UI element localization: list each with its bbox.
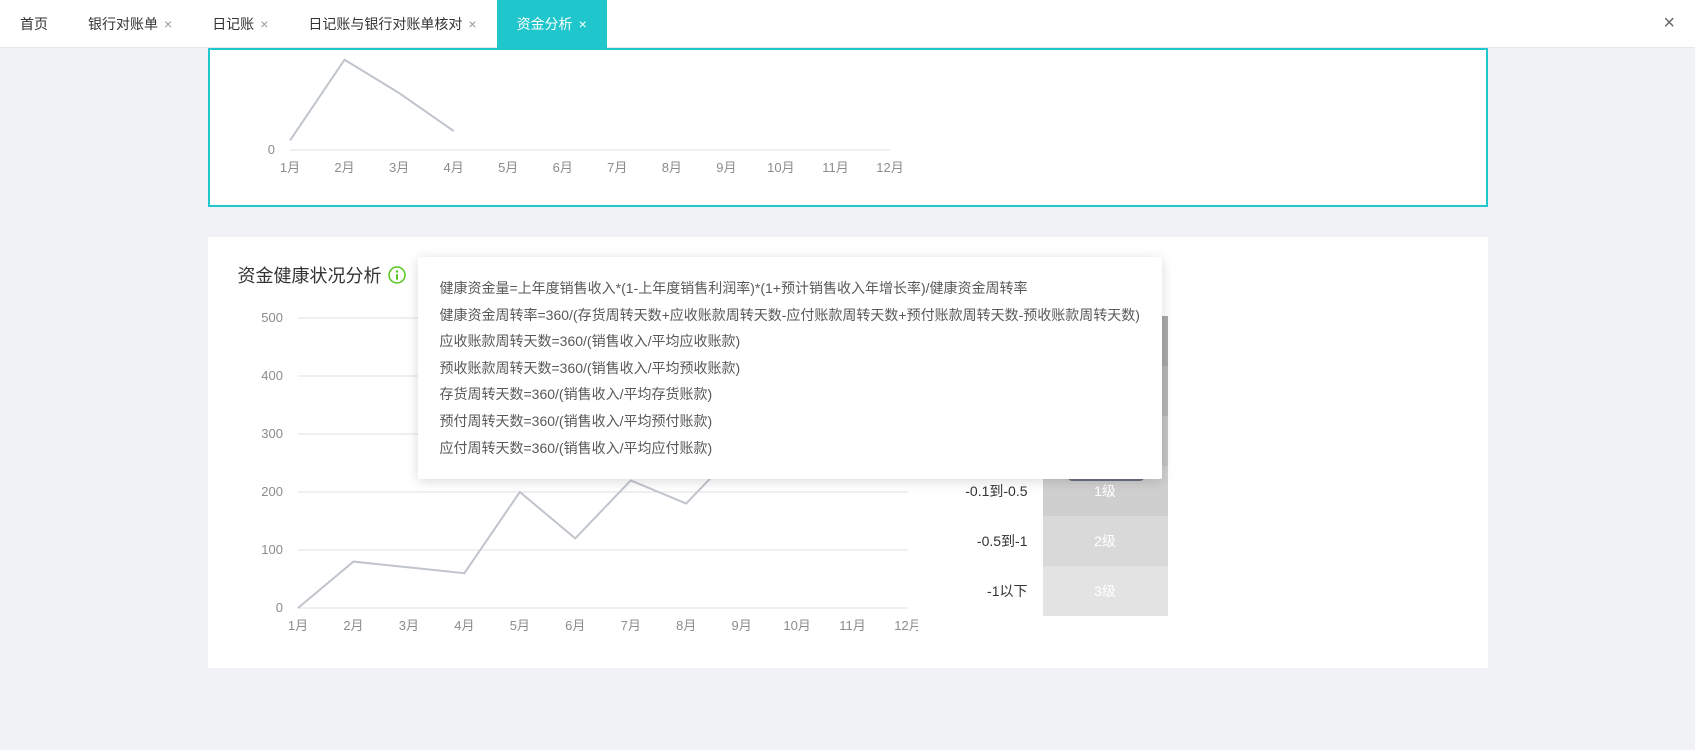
svg-text:4月: 4月 xyxy=(454,618,474,633)
svg-text:10月: 10月 xyxy=(783,618,810,633)
svg-text:200: 200 xyxy=(261,484,283,499)
svg-text:300: 300 xyxy=(261,426,283,441)
info-icon[interactable] xyxy=(388,266,406,284)
tab-close-icon[interactable]: × xyxy=(579,16,587,32)
tab-label: 首页 xyxy=(20,14,48,34)
svg-text:500: 500 xyxy=(261,310,283,325)
top-chart-panel: 0 1月 2月 3月 4月 5月 6月 7月 8月 9月 10月 11月 12月 xyxy=(208,48,1488,207)
tab-label: 日记账 xyxy=(212,14,254,34)
svg-text:2月: 2月 xyxy=(343,618,363,633)
svg-text:7月: 7月 xyxy=(620,618,640,633)
tab-close-icon[interactable]: × xyxy=(468,16,476,32)
svg-text:3月: 3月 xyxy=(388,160,408,175)
tab-close-icon[interactable]: × xyxy=(260,16,268,32)
svg-text:7月: 7月 xyxy=(607,160,627,175)
tab-日记账[interactable]: 日记账 × xyxy=(192,0,288,48)
tab-label: 资金分析 xyxy=(517,14,573,34)
svg-text:3月: 3月 xyxy=(398,618,418,633)
scale-range-label: -1以下 xyxy=(948,581,1043,601)
svg-text:0: 0 xyxy=(275,600,282,615)
scale-level-block: 3级 xyxy=(1043,566,1168,616)
svg-text:8月: 8月 xyxy=(661,160,681,175)
top-line-chart: 0 1月 2月 3月 4月 5月 6月 7月 8月 9月 10月 11月 12月 xyxy=(230,50,910,185)
tooltip-line: 应收账款周转天数=360/(销售收入/平均应收账款) xyxy=(440,328,1140,355)
svg-text:0: 0 xyxy=(267,142,274,157)
tab-bar: 首页 银行对账单 × 日记账 × 日记账与银行对账单核对 × 资金分析 × × xyxy=(0,0,1695,48)
tooltip-line: 预付周转天数=360/(销售收入/平均预付账款) xyxy=(440,408,1140,435)
svg-text:6月: 6月 xyxy=(552,160,572,175)
scale-level-block: 2级 xyxy=(1043,516,1168,566)
tab-label: 日记账与银行对账单核对 xyxy=(308,14,462,34)
section-title: 资金健康状况分析 xyxy=(238,262,382,288)
svg-text:5月: 5月 xyxy=(498,160,518,175)
content-area: 0 1月 2月 3月 4月 5月 6月 7月 8月 9月 10月 11月 12月 资金健康状况分析 健康… xyxy=(0,48,1695,668)
svg-text:11月: 11月 xyxy=(822,160,849,175)
formula-tooltip: 健康资金量=上年度销售收入*(1-上年度销售利润率)*(1+预计销售收入年增长率… xyxy=(418,257,1162,479)
tooltip-line: 健康资金量=上年度销售收入*(1-上年度销售利润率)*(1+预计销售收入年增长率… xyxy=(440,275,1140,302)
svg-text:12月: 12月 xyxy=(876,160,903,175)
scale-row: -1以下3级 xyxy=(948,566,1168,616)
svg-text:10月: 10月 xyxy=(767,160,794,175)
tab-label: 银行对账单 xyxy=(88,14,158,34)
scale-range-label: -0.1到-0.5 xyxy=(948,481,1043,501)
close-all-icon[interactable]: × xyxy=(1663,12,1675,35)
svg-text:6月: 6月 xyxy=(565,618,585,633)
svg-text:12月: 12月 xyxy=(894,618,918,633)
svg-text:4月: 4月 xyxy=(443,160,463,175)
svg-text:2月: 2月 xyxy=(334,160,354,175)
tab-close-icon[interactable]: × xyxy=(164,16,172,32)
tooltip-line: 预收账款周转天数=360/(销售收入/平均预收账款) xyxy=(440,355,1140,382)
scale-row: -0.5到-12级 xyxy=(948,516,1168,566)
health-analysis-panel: 资金健康状况分析 健康资金量=上年度销售收入*(1-上年度销售利润率)*(1+预… xyxy=(208,237,1488,668)
tab-银行对账单[interactable]: 银行对账单 × xyxy=(68,0,192,48)
svg-text:8月: 8月 xyxy=(676,618,696,633)
scale-range-label: -0.5到-1 xyxy=(948,531,1043,551)
svg-text:11月: 11月 xyxy=(839,618,866,633)
tab-日记账与银行对账单核对[interactable]: 日记账与银行对账单核对 × xyxy=(288,0,496,48)
tooltip-line: 存货周转天数=360/(销售收入/平均存货账款) xyxy=(440,381,1140,408)
svg-text:1月: 1月 xyxy=(279,160,299,175)
svg-text:1月: 1月 xyxy=(287,618,307,633)
svg-text:9月: 9月 xyxy=(716,160,736,175)
tab-首页[interactable]: 首页 xyxy=(0,0,68,48)
tab-资金分析[interactable]: 资金分析 × xyxy=(497,0,607,48)
svg-text:100: 100 xyxy=(261,542,283,557)
tooltip-line: 健康资金周转率=360/(存货周转天数+应收账款周转天数-应付账款周转天数+预付… xyxy=(440,302,1140,329)
svg-text:400: 400 xyxy=(261,368,283,383)
svg-text:5月: 5月 xyxy=(509,618,529,633)
tooltip-line: 应付周转天数=360/(销售收入/平均应付账款) xyxy=(440,435,1140,462)
svg-text:9月: 9月 xyxy=(731,618,751,633)
